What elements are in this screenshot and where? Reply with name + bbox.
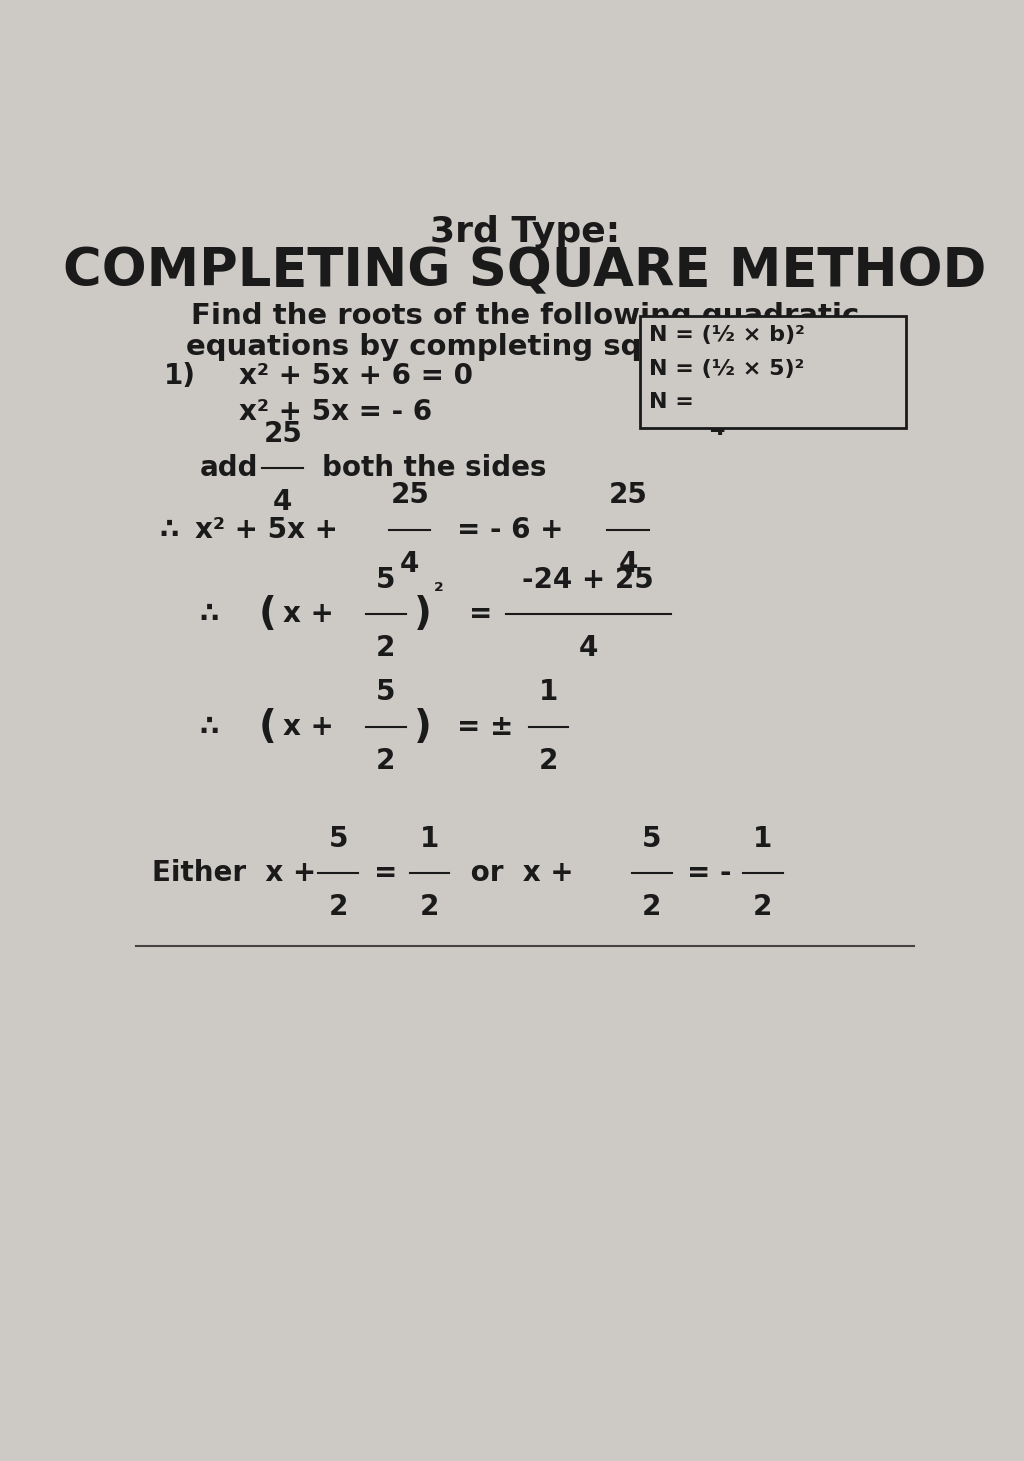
- Text: 1: 1: [420, 824, 439, 853]
- Text: COMPLETING SQUARE METHOD: COMPLETING SQUARE METHOD: [63, 245, 986, 297]
- Text: 2: 2: [329, 893, 348, 920]
- Text: ²: ²: [433, 581, 443, 602]
- Text: 2: 2: [376, 747, 395, 774]
- Text: x +: x +: [283, 600, 334, 628]
- Text: 4: 4: [400, 549, 420, 579]
- Text: 4: 4: [710, 419, 725, 440]
- Text: =: =: [469, 600, 493, 628]
- Text: 1: 1: [754, 824, 772, 853]
- Text: Either  x +: Either x +: [152, 859, 316, 887]
- Text: = -: = -: [687, 859, 732, 887]
- Text: 4: 4: [273, 488, 293, 516]
- Text: 25: 25: [608, 482, 647, 510]
- Text: 2: 2: [539, 747, 558, 774]
- Text: x² + 5x + 6 = 0: x² + 5x + 6 = 0: [240, 361, 473, 390]
- Text: -24 + 25: -24 + 25: [522, 565, 654, 593]
- Text: ): ): [414, 707, 431, 745]
- Text: 4: 4: [618, 549, 638, 579]
- Text: 1: 1: [539, 678, 558, 706]
- Text: or  x +: or x +: [461, 859, 573, 887]
- Text: both the sides: both the sides: [323, 454, 547, 482]
- Text: N = (½ × 5)²: N = (½ × 5)²: [649, 359, 805, 378]
- Text: equations by completing square method.: equations by completing square method.: [186, 333, 863, 361]
- Text: x +: x +: [283, 713, 334, 741]
- Text: (: (: [259, 707, 276, 745]
- Text: 4: 4: [579, 634, 598, 662]
- Text: 2: 2: [754, 893, 772, 920]
- Text: 25: 25: [701, 373, 732, 393]
- Text: add: add: [200, 454, 258, 482]
- Text: 5: 5: [376, 565, 395, 593]
- Text: 5: 5: [642, 824, 662, 853]
- Text: ∴: ∴: [160, 516, 179, 543]
- Text: 2: 2: [420, 893, 439, 920]
- Text: 25: 25: [390, 482, 429, 510]
- Text: x² + 5x = - 6: x² + 5x = - 6: [240, 397, 432, 425]
- Text: 5: 5: [376, 678, 395, 706]
- Text: N = (½ × b)²: N = (½ × b)²: [649, 324, 805, 345]
- Text: N =: N =: [649, 393, 702, 412]
- Text: 2: 2: [376, 634, 395, 662]
- Text: 1): 1): [164, 361, 196, 390]
- Text: 5: 5: [329, 824, 348, 853]
- Text: ): ): [414, 595, 431, 633]
- Text: = ±: = ±: [458, 713, 514, 741]
- Text: ∴: ∴: [200, 713, 219, 741]
- Text: x² + 5x +: x² + 5x +: [196, 516, 339, 543]
- Text: 3rd Type:: 3rd Type:: [430, 215, 620, 248]
- Text: 25: 25: [263, 419, 302, 447]
- Text: = - 6 +: = - 6 +: [458, 516, 564, 543]
- Bar: [640, 316, 906, 428]
- Text: =: =: [374, 859, 397, 887]
- Text: 2: 2: [642, 893, 662, 920]
- Text: (: (: [259, 595, 276, 633]
- Text: Find the roots of the following quadratic: Find the roots of the following quadrati…: [190, 302, 859, 330]
- Text: ∴: ∴: [200, 600, 219, 628]
